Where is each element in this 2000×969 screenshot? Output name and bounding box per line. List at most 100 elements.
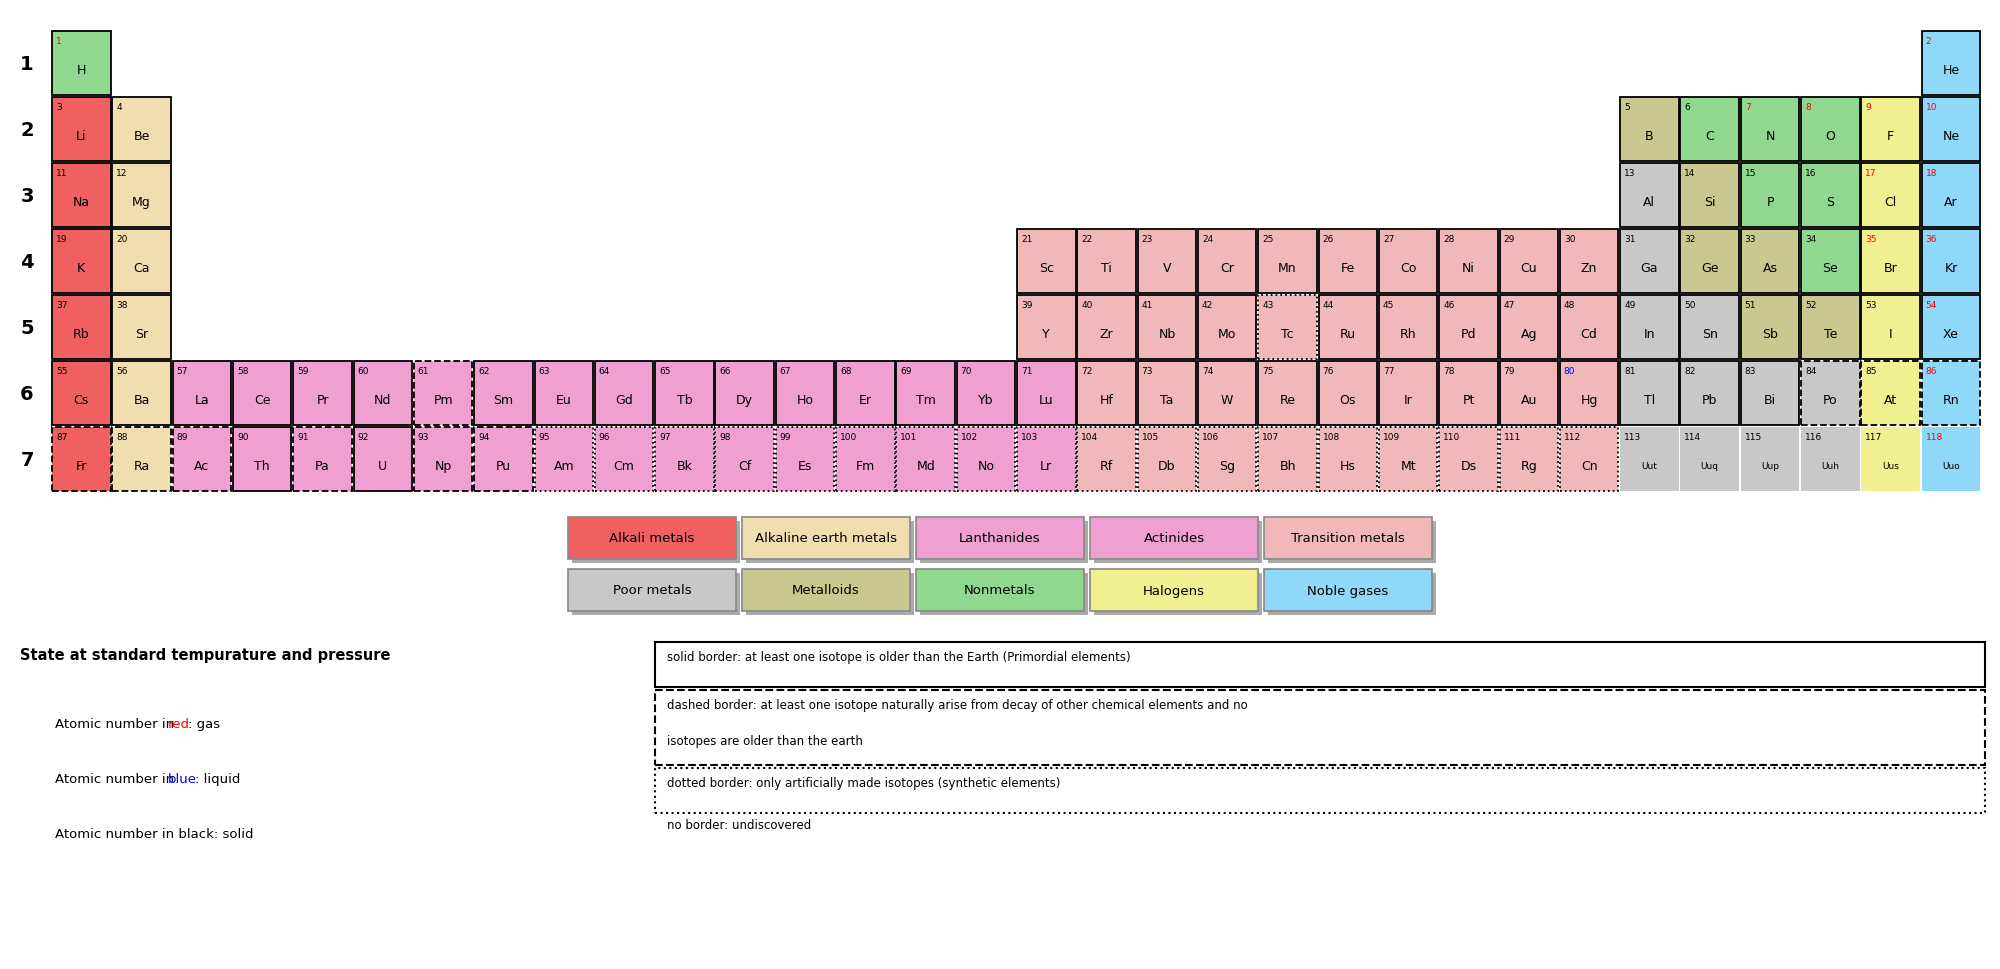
- Text: 57: 57: [176, 366, 188, 376]
- Text: solid border: at least one isotope is older than the Earth (Primordial elements): solid border: at least one isotope is ol…: [668, 650, 1130, 664]
- Text: Er: Er: [858, 393, 872, 406]
- Text: 5: 5: [20, 319, 34, 338]
- Bar: [716, 361, 774, 425]
- Text: Rb: Rb: [72, 328, 90, 340]
- Bar: [836, 427, 894, 491]
- Text: Ti: Ti: [1102, 262, 1112, 274]
- Bar: [1680, 164, 1738, 228]
- Text: 1: 1: [20, 55, 34, 75]
- Text: 41: 41: [1142, 300, 1152, 310]
- Text: 29: 29: [1504, 234, 1514, 244]
- Bar: [1620, 427, 1678, 491]
- Text: 3: 3: [56, 103, 62, 111]
- Text: I: I: [1888, 328, 1892, 340]
- Text: 48: 48: [1564, 300, 1576, 310]
- Bar: [474, 427, 532, 491]
- Bar: [1378, 361, 1438, 425]
- Bar: [1198, 230, 1256, 294]
- Bar: [1440, 361, 1498, 425]
- Bar: [1680, 230, 1738, 294]
- Text: Mt: Mt: [1400, 459, 1416, 473]
- Text: Es: Es: [798, 459, 812, 473]
- Text: 2: 2: [1926, 37, 1932, 46]
- Bar: [1078, 230, 1136, 294]
- Text: 116: 116: [1806, 432, 1822, 442]
- Bar: [534, 361, 594, 425]
- Text: C: C: [1706, 130, 1714, 142]
- Bar: [1802, 164, 1860, 228]
- Bar: [414, 427, 472, 491]
- Bar: [1560, 427, 1618, 491]
- Text: 117: 117: [1866, 432, 1882, 442]
- Bar: [1620, 296, 1678, 359]
- Bar: [414, 361, 472, 425]
- Text: 21: 21: [1020, 234, 1032, 244]
- Text: 108: 108: [1322, 432, 1340, 442]
- Text: Sb: Sb: [1762, 328, 1778, 340]
- Bar: [1862, 164, 1920, 228]
- Text: He: He: [1942, 64, 1960, 77]
- Bar: [1318, 296, 1378, 359]
- Text: Re: Re: [1280, 393, 1296, 406]
- Bar: [1620, 361, 1678, 425]
- Bar: [1862, 427, 1920, 491]
- Text: 30: 30: [1564, 234, 1576, 244]
- Bar: [1802, 296, 1860, 359]
- Text: Gd: Gd: [616, 393, 632, 406]
- Text: In: In: [1644, 328, 1656, 340]
- Bar: [414, 361, 472, 425]
- Text: Cs: Cs: [74, 393, 88, 406]
- Text: Yb: Yb: [978, 393, 994, 406]
- Bar: [172, 427, 232, 491]
- Bar: [1620, 230, 1678, 294]
- Bar: [1680, 98, 1738, 162]
- Text: 6: 6: [20, 385, 34, 404]
- Text: Mg: Mg: [132, 196, 150, 208]
- Text: 106: 106: [1202, 432, 1220, 442]
- Text: Rg: Rg: [1520, 459, 1538, 473]
- Bar: [474, 361, 532, 425]
- Text: 39: 39: [1020, 300, 1032, 310]
- Bar: [52, 98, 110, 162]
- Bar: [1318, 230, 1378, 294]
- Bar: [1862, 296, 1920, 359]
- Text: Hs: Hs: [1340, 459, 1356, 473]
- Bar: [52, 32, 110, 96]
- Bar: [1258, 230, 1316, 294]
- Text: Ra: Ra: [134, 459, 150, 473]
- Bar: [1500, 361, 1558, 425]
- Bar: [1802, 98, 1860, 162]
- Bar: [232, 427, 292, 491]
- Text: 63: 63: [538, 366, 550, 376]
- Text: 33: 33: [1744, 234, 1756, 244]
- Bar: [1680, 230, 1738, 294]
- Bar: [1500, 361, 1558, 425]
- Bar: [1078, 427, 1136, 491]
- Bar: [776, 361, 834, 425]
- Bar: [1018, 427, 1076, 491]
- Text: Ac: Ac: [194, 459, 210, 473]
- Bar: [1138, 230, 1196, 294]
- Text: 28: 28: [1444, 234, 1454, 244]
- Bar: [112, 98, 170, 162]
- Text: 1: 1: [56, 37, 62, 46]
- Bar: [1922, 361, 1980, 425]
- Text: 66: 66: [720, 366, 730, 376]
- Bar: [1318, 427, 1378, 491]
- Text: 90: 90: [236, 432, 248, 442]
- Bar: [1922, 296, 1980, 359]
- Bar: [1620, 164, 1678, 228]
- Bar: [1560, 230, 1618, 294]
- Bar: [1078, 361, 1136, 425]
- Bar: [1018, 296, 1076, 359]
- Bar: [1440, 427, 1498, 491]
- Text: Pt: Pt: [1462, 393, 1474, 406]
- Bar: [594, 361, 654, 425]
- Text: 78: 78: [1444, 366, 1454, 376]
- Text: dotted border: only artificially made isotopes (synthetic elements): dotted border: only artificially made is…: [668, 776, 1060, 789]
- Bar: [1862, 164, 1920, 228]
- Text: Tb: Tb: [676, 393, 692, 406]
- Text: 80: 80: [1564, 366, 1576, 376]
- Text: Pr: Pr: [316, 393, 328, 406]
- Text: 94: 94: [478, 432, 490, 442]
